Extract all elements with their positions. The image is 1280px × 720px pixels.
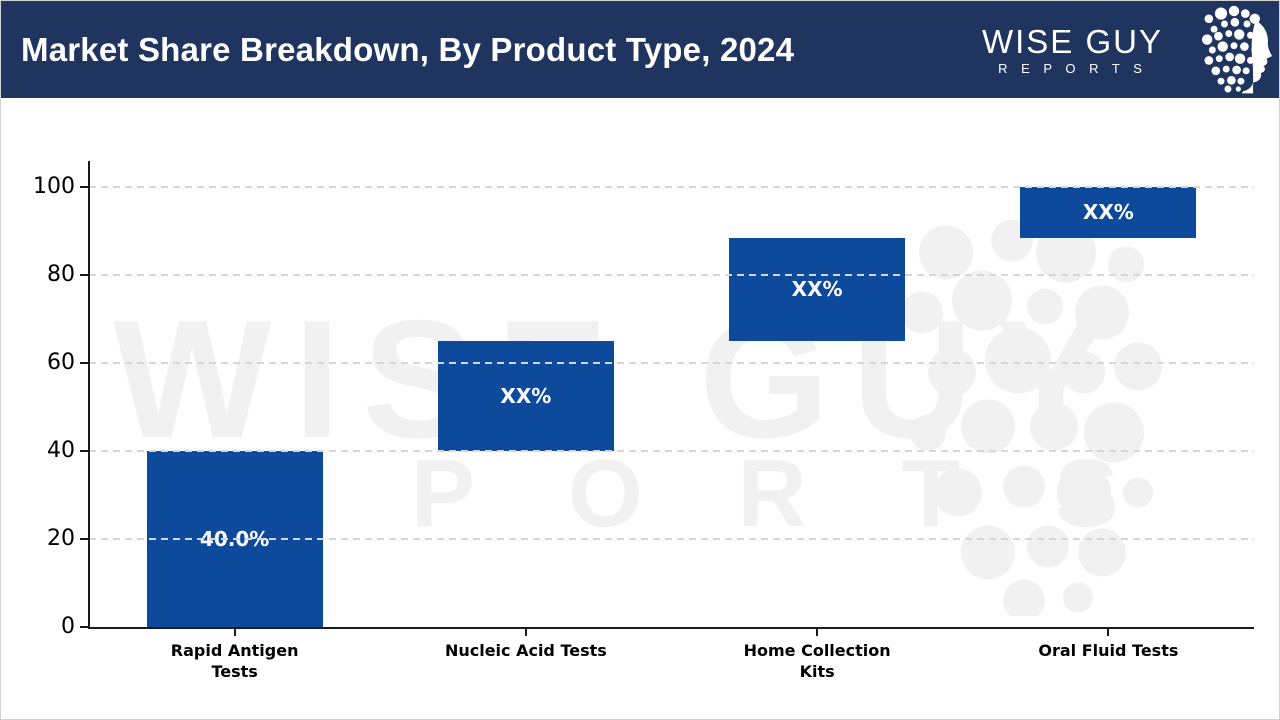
y-tick-label: 60 — [47, 350, 75, 375]
brand-logo-text: WISE GUY R E P O R T S — [982, 25, 1163, 75]
brand-name: WISE GUY — [981, 22, 1163, 60]
bar-segment: XX% — [437, 341, 614, 451]
y-tick-mark — [80, 450, 89, 452]
y-axis-line — [88, 161, 90, 629]
x-category-label: Rapid Antigen Tests — [170, 641, 299, 681]
y-tick-mark — [80, 186, 89, 188]
y-tick-label: 0 — [61, 614, 75, 639]
x-tick-mark — [524, 629, 527, 636]
bar-value-label: XX% — [500, 384, 552, 408]
x-axis-line — [88, 627, 1254, 629]
y-tick-label: 20 — [47, 526, 75, 551]
bar-value-label: XX% — [1082, 200, 1134, 225]
x-category-label: Nucleic Acid Tests — [444, 641, 607, 660]
x-tick-mark — [1107, 629, 1110, 636]
y-tick-label: 80 — [47, 262, 75, 287]
y-tick-mark — [80, 362, 89, 364]
y-tick-mark — [80, 274, 89, 276]
x-category-label: Oral Fluid Tests — [1038, 641, 1179, 660]
x-tick-mark — [233, 629, 236, 636]
y-gridline — [89, 538, 1254, 540]
y-tick-label: 40 — [47, 438, 75, 463]
x-tick-mark — [816, 629, 819, 636]
header-bar: Market Share Breakdown, By Product Type,… — [1, 1, 1279, 98]
bar-segment: XX% — [1020, 187, 1197, 238]
page-title: Market Share Breakdown, By Product Type,… — [21, 30, 795, 68]
brand-subname: R E P O R T S — [998, 60, 1147, 76]
brand-logo: WISE GUY R E P O R T S — [982, 1, 1273, 98]
y-tick-label: 100 — [33, 174, 75, 199]
y-gridline — [89, 274, 1254, 276]
y-gridline — [89, 186, 1254, 188]
y-gridline — [89, 450, 1254, 452]
y-tick-mark — [80, 626, 89, 628]
bar-value-label: XX% — [791, 277, 843, 302]
y-tick-mark — [80, 538, 89, 540]
chart-plot-area: 40.0% Rapid Antigen Tests XX% Nucleic Acid … — [1, 98, 1279, 719]
x-category-label: Home Collection Kits — [743, 641, 891, 681]
dotted-head-logo-icon — [1201, 5, 1273, 93]
bar-segment: XX% — [729, 237, 906, 341]
y-gridline — [89, 362, 1254, 364]
watermark-dotted-head-icon — [901, 219, 1162, 616]
